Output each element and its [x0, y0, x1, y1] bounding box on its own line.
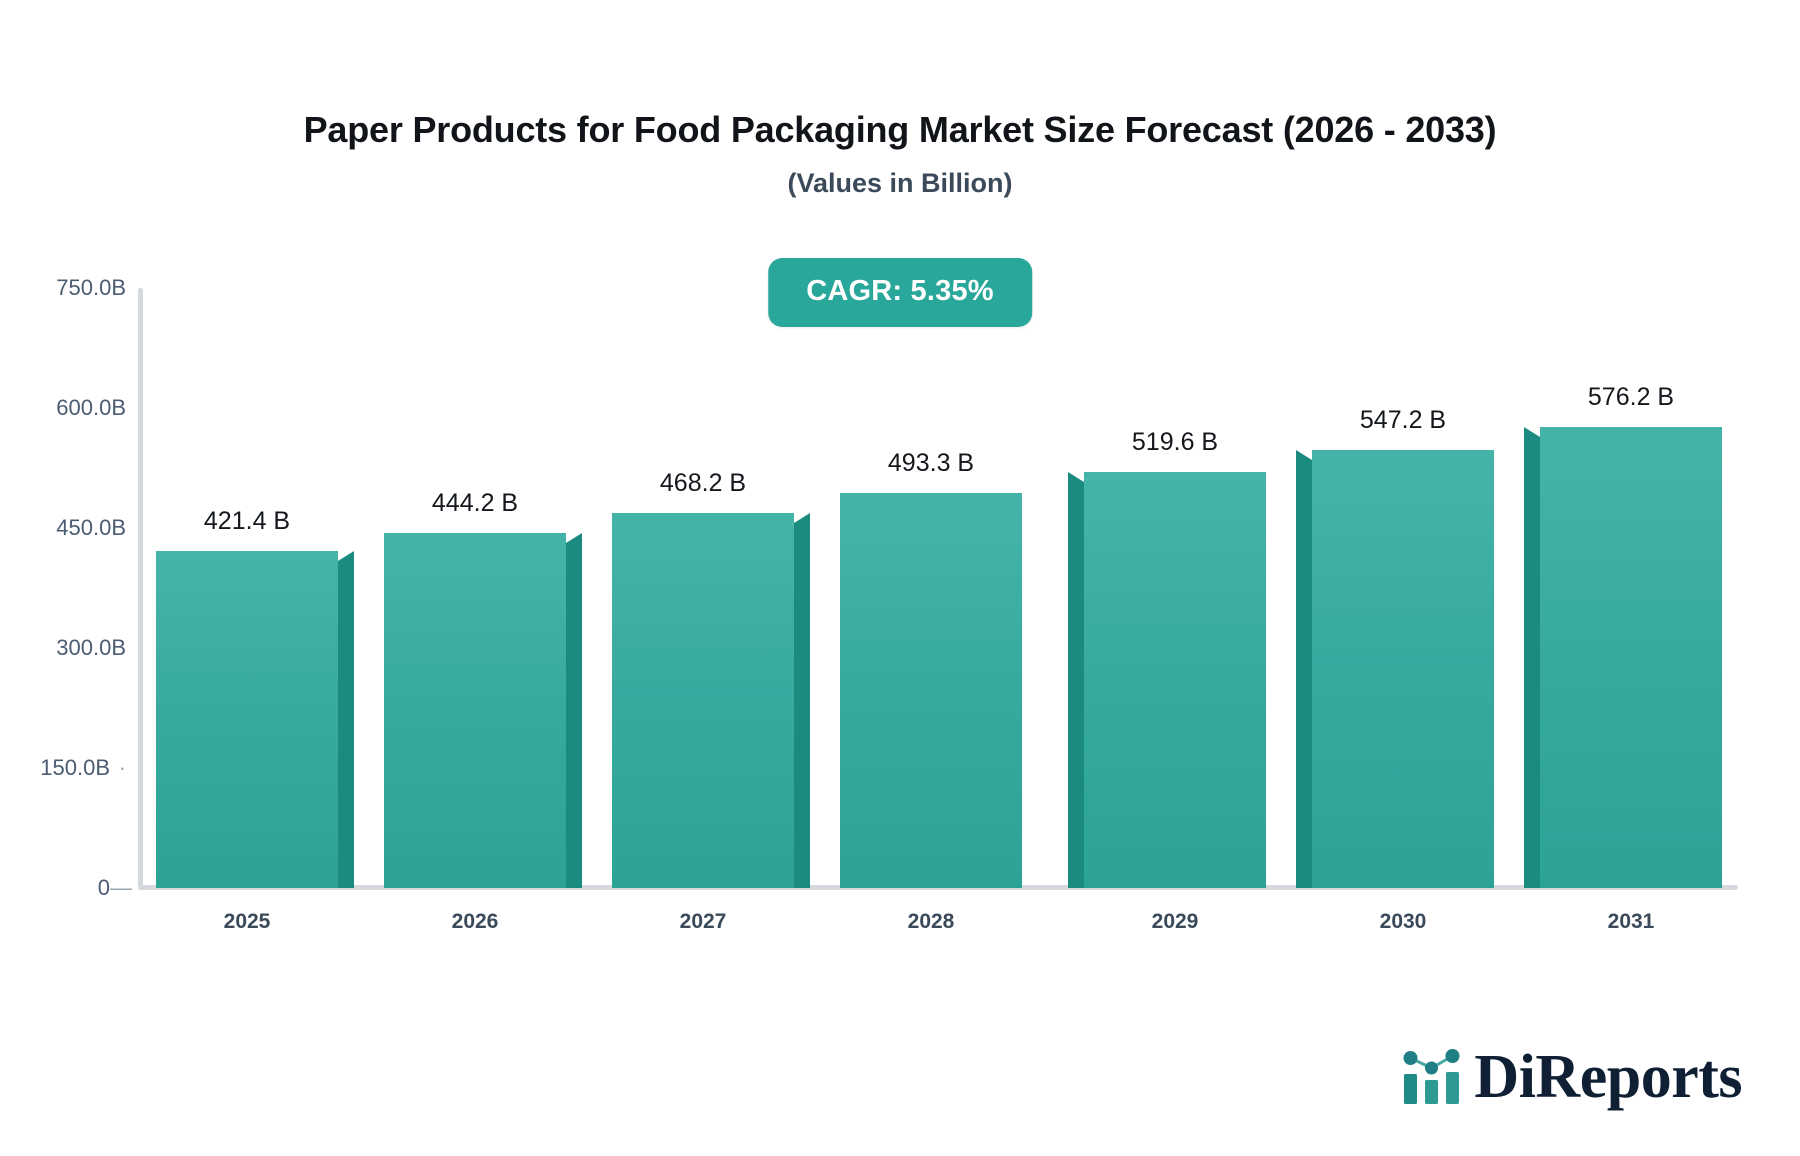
logo-wordmark: DiReports	[1474, 1043, 1742, 1111]
bar-column-2031[interactable]: 576.2 B 2031	[1524, 288, 1722, 933]
bar-column-2027[interactable]: 468.2 B 2027	[612, 288, 810, 933]
bar-column-2030[interactable]: 547.2 B 2030	[1296, 288, 1494, 933]
bar-side-shadow	[794, 513, 810, 888]
bar-side-shadow	[1296, 450, 1312, 888]
bar-2030[interactable]	[1296, 450, 1494, 888]
bar-column-2028[interactable]: 493.3 B 2028	[840, 288, 1022, 933]
bar-2028[interactable]	[840, 493, 1022, 888]
y-tick-label: 0	[97, 875, 110, 900]
y-tick-300: 300.0B	[56, 635, 126, 661]
x-tick-label-2031: 2031	[1607, 910, 1655, 933]
bar-side-shadow	[566, 533, 582, 888]
bar-2027[interactable]	[612, 513, 810, 888]
y-tick-label: 750.0B	[56, 275, 126, 300]
bar-2029[interactable]	[1068, 472, 1266, 888]
bar-value-label: 421.4 B	[203, 507, 291, 535]
x-tick-label-2027: 2027	[679, 910, 727, 933]
y-tick-label: 300.0B	[56, 635, 126, 660]
y-axis-tick-labels: 750.0B 600.0B 450.0B 300.0B 150.0B · 0—	[6, 275, 132, 900]
y-tick-label: 600.0B	[56, 395, 126, 420]
x-tick-label-2029: 2029	[1151, 910, 1199, 933]
y-tick-0: 0—	[97, 875, 132, 901]
y-tick-label: 150.0B	[40, 755, 110, 780]
y-tick-150: 150.0B ·	[40, 755, 126, 781]
y-tick-600: 600.0B	[56, 395, 126, 421]
bar-face	[384, 533, 566, 888]
x-tick-label-2030: 2030	[1379, 910, 1427, 933]
bar-2026[interactable]	[384, 533, 582, 888]
bar-column-2029[interactable]: 519.6 B 2029	[1068, 288, 1266, 933]
bar-2031[interactable]	[1524, 427, 1722, 888]
plot-area: 750.0B 600.0B 450.0B 300.0B 150.0B · 0— 4…	[40, 275, 1738, 933]
page-title: Paper Products for Food Packaging Market…	[303, 109, 1497, 150]
bar-series: 421.4 B 2025 444.2 B 2026 468.2 B	[138, 288, 1738, 933]
x-tick-label-2028: 2028	[907, 910, 955, 933]
y-tick-450: 450.0B	[56, 515, 126, 541]
bar-chart-logo-icon	[1403, 1049, 1460, 1104]
x-tick-label-2026: 2026	[451, 910, 499, 933]
y-tick-dash-icon: —	[110, 875, 132, 900]
bar-value-label: 576.2 B	[1587, 383, 1675, 411]
y-axis-line	[138, 288, 143, 888]
bar-side-shadow	[1068, 472, 1084, 888]
bar-face	[840, 493, 1022, 888]
bar-2025[interactable]	[156, 551, 354, 888]
y-tick-label: 450.0B	[56, 515, 126, 540]
bar-face	[612, 513, 794, 888]
bar-column-2025[interactable]: 421.4 B 2025	[156, 288, 354, 933]
bar-face	[1084, 472, 1266, 888]
bar-face	[156, 551, 338, 888]
y-tick-750: 750.0B	[56, 275, 126, 301]
chart-subtitle: (Values in Billion)	[787, 168, 1013, 199]
bar-value-label: 519.6 B	[1131, 428, 1219, 456]
bar-value-label: 493.3 B	[887, 449, 975, 477]
bar-value-label: 547.2 B	[1359, 406, 1447, 434]
direports-logo: DiReports	[1402, 1046, 1742, 1108]
bar-side-shadow	[338, 551, 354, 888]
cagr-badge: CAGR: 5.35%	[768, 258, 1032, 327]
bar-side-shadow	[1524, 427, 1540, 888]
x-tick-label-2025: 2025	[223, 910, 271, 933]
y-tick-dash-icon: ·	[118, 755, 126, 780]
bar-value-label: 468.2 B	[659, 469, 747, 497]
bar-face	[1312, 450, 1494, 888]
bar-face	[1540, 427, 1722, 888]
bar-value-label: 444.2 B	[431, 489, 519, 517]
title-block: Paper Products for Food Packaging Market…	[0, 108, 1800, 200]
bar-column-2026[interactable]: 444.2 B 2026	[384, 288, 582, 933]
